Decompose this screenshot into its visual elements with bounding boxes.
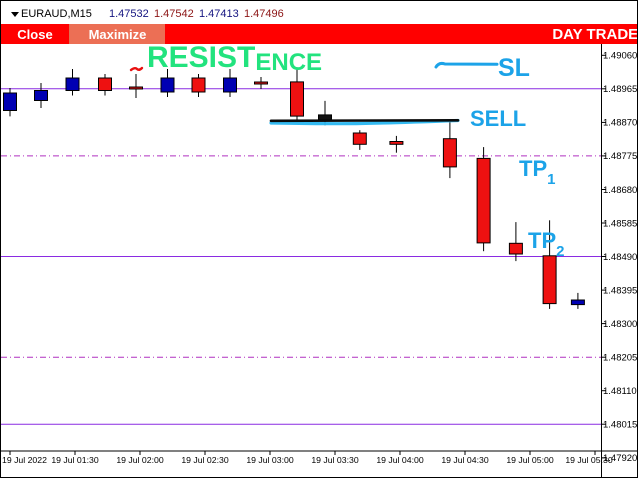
svg-text:19 Jul 03:00: 19 Jul 03:00 [246, 455, 294, 465]
svg-text:1.48300: 1.48300 [603, 319, 637, 330]
svg-text:1.47542: 1.47542 [154, 8, 194, 20]
svg-text:TP2: TP2 [528, 228, 564, 260]
svg-text:1.48775: 1.48775 [603, 151, 637, 162]
svg-text:19 Jul 05:00: 19 Jul 05:00 [506, 455, 554, 465]
svg-text:1.49060: 1.49060 [603, 51, 637, 62]
svg-text:19 Jul 2022: 19 Jul 2022 [2, 455, 47, 465]
svg-text:1.47496: 1.47496 [244, 8, 284, 20]
svg-text:RESISTENCE: RESISTENCE [147, 44, 322, 76]
svg-text:19 Jul 05:30: 19 Jul 05:30 [565, 455, 613, 465]
svg-text:19 Jul 04:30: 19 Jul 04:30 [441, 455, 489, 465]
svg-text:1.48490: 1.48490 [603, 252, 637, 263]
svg-text:19 Jul 03:30: 19 Jul 03:30 [311, 455, 359, 465]
svg-text:1.48205: 1.48205 [603, 353, 637, 364]
svg-text:TP1: TP1 [519, 156, 555, 188]
svg-text:SL: SL [498, 54, 530, 82]
svg-text:EURAUD,M15: EURAUD,M15 [21, 8, 92, 20]
svg-text:1.48110: 1.48110 [603, 386, 637, 397]
svg-text:1.48585: 1.48585 [603, 218, 637, 229]
svg-text:1.47413: 1.47413 [199, 8, 239, 20]
svg-text:19 Jul 01:30: 19 Jul 01:30 [51, 455, 99, 465]
svg-text:1.48965: 1.48965 [603, 84, 637, 95]
svg-text:1.48680: 1.48680 [603, 185, 637, 196]
svg-text:19 Jul 04:00: 19 Jul 04:00 [376, 455, 424, 465]
svg-text:SELL: SELL [470, 106, 526, 131]
svg-text:19 Jul 02:30: 19 Jul 02:30 [181, 455, 229, 465]
svg-text:1.48870: 1.48870 [603, 118, 637, 129]
svg-text:19 Jul 02:00: 19 Jul 02:00 [116, 455, 164, 465]
svg-text:1.48015: 1.48015 [603, 420, 637, 431]
svg-text:1.48395: 1.48395 [603, 285, 637, 296]
svg-text:1.47532: 1.47532 [109, 8, 149, 20]
